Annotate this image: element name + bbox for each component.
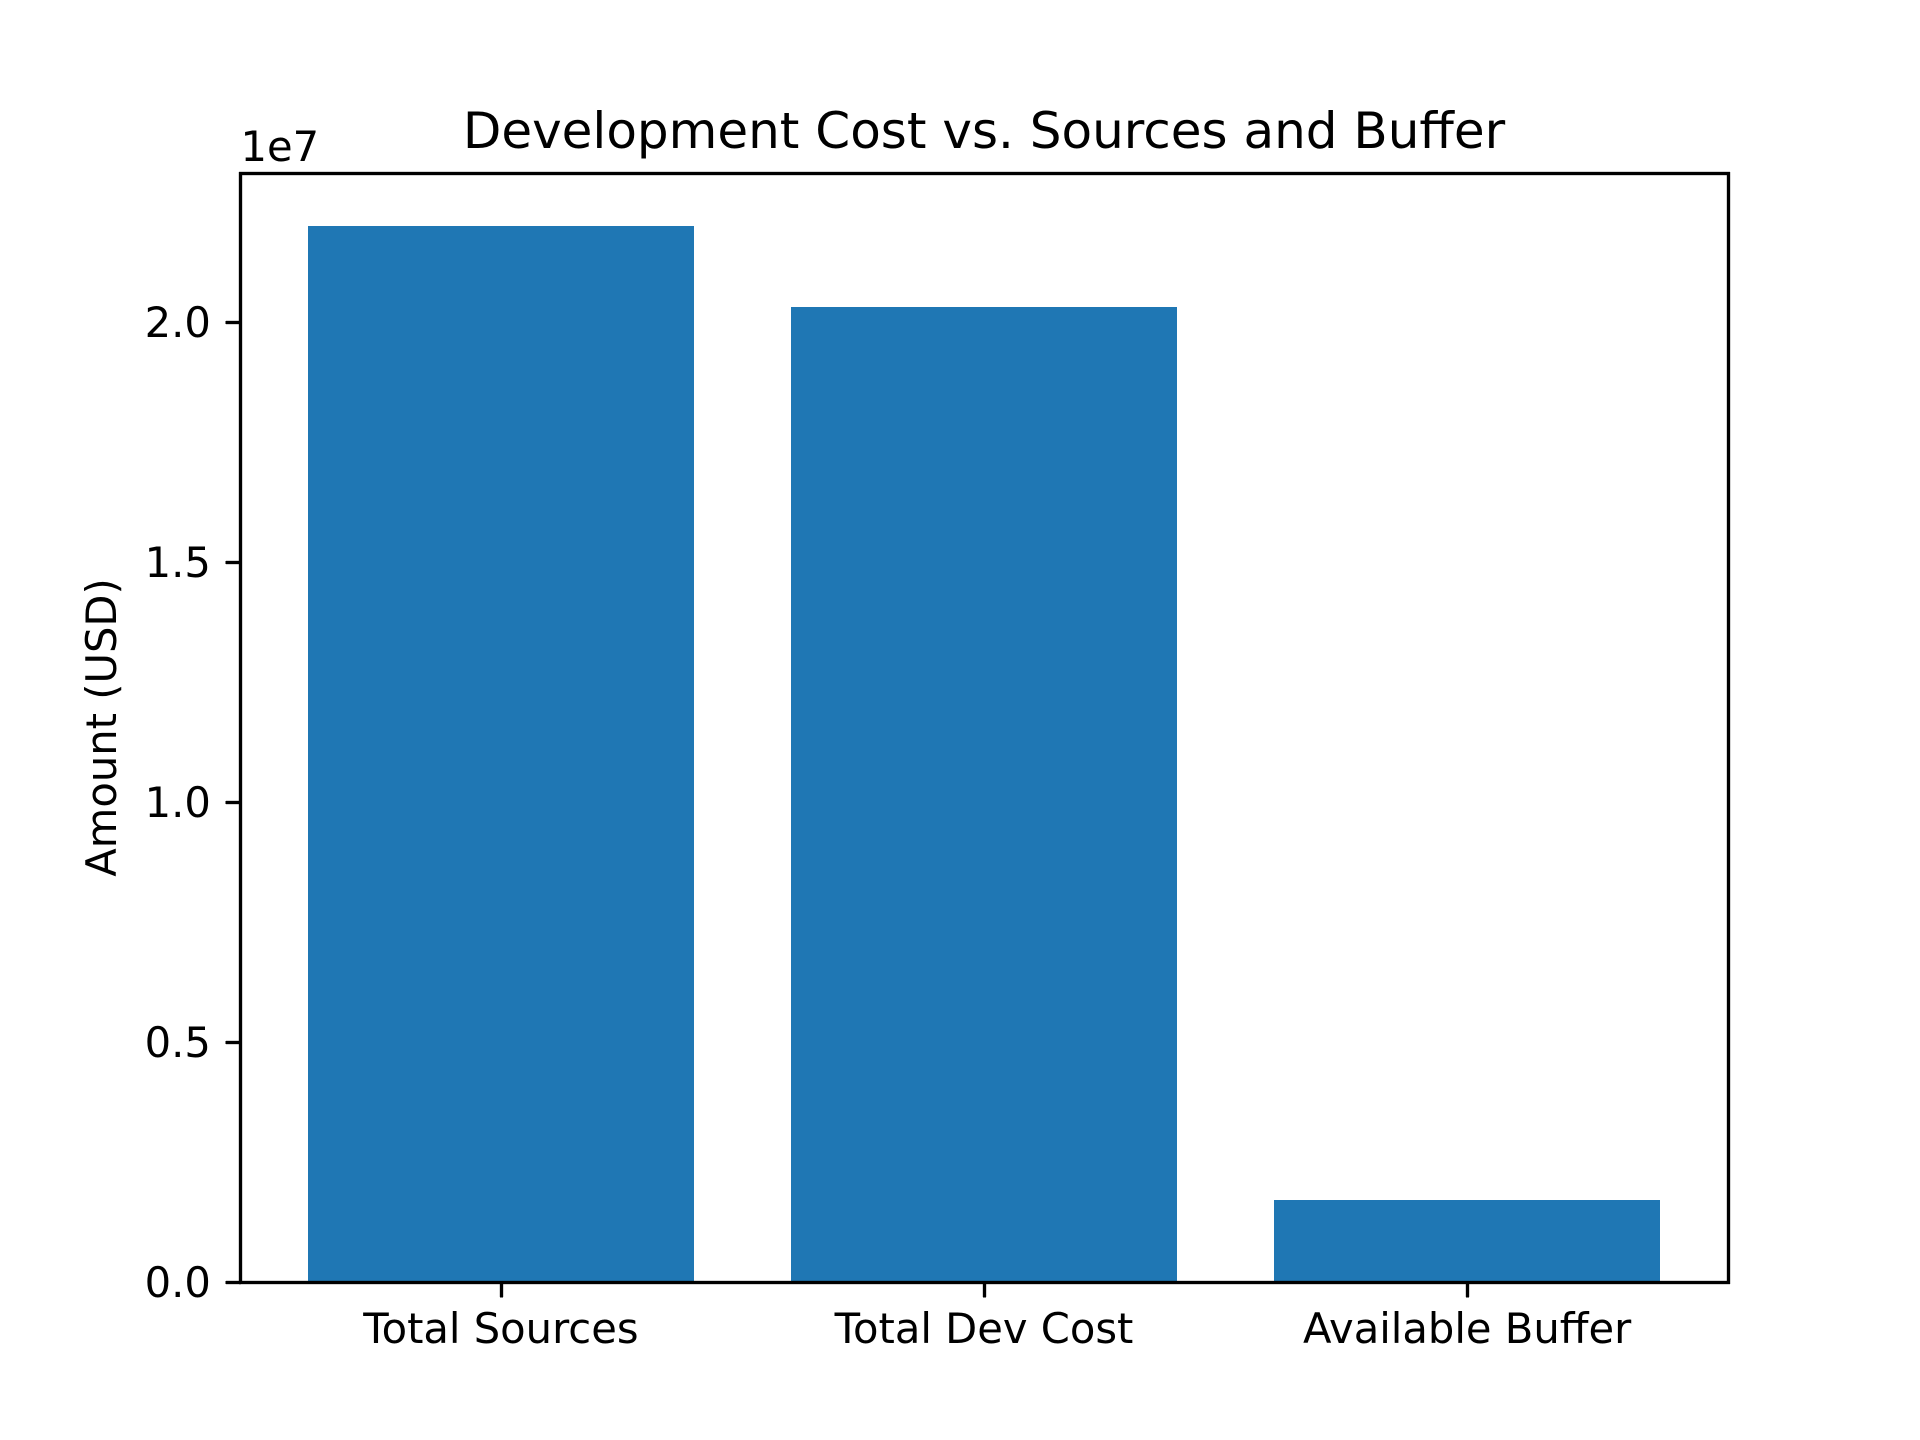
x-tick-label: Total Dev Cost [834,1303,1134,1353]
x-tick-mark [986,1283,987,1297]
spine-left [242,172,243,1284]
spine-left [238,172,239,1284]
spine-right [1727,172,1730,1284]
x-tick-mark [1469,1283,1470,1297]
y-tick-mark [226,1284,241,1285]
bar-total-dev-cost [791,307,1177,1282]
y-tick-mark [225,321,226,324]
x-tick-mark [500,1283,503,1297]
y-tick-label: 2.0 [144,298,211,348]
y-tick-label: 1.5 [144,538,211,588]
y-tick-mark [226,1040,241,1041]
y-tick-mark [226,1280,241,1281]
y-tick-mark [226,804,241,805]
spine-right [1726,172,1727,1284]
y-tick-mark [226,320,241,321]
x-tick-mark [983,1283,986,1297]
y-tick-label: 0.0 [144,1258,211,1308]
spine-bottom [239,1281,1730,1284]
chart-title: Development Cost vs. Sources and Buffer [462,101,1506,160]
x-tick-mark [1466,1297,1469,1298]
y-tick-mark [226,1044,241,1045]
spine-right [1730,172,1731,1284]
y-tick-mark [226,321,241,324]
y-tick-mark [226,324,241,325]
y-tick-mark [225,801,226,804]
bar-available-buffer [1274,1200,1660,1282]
y-tick-label: 1.0 [144,778,211,828]
x-tick-mark [503,1283,504,1297]
y-tick-mark [225,1041,226,1044]
spine-top [239,171,1730,172]
y-tick-label: 0.5 [144,1018,211,1068]
y-axis-label: Amount (USD) [77,577,127,877]
y-tick-mark [226,801,241,804]
y-tick-mark [226,1281,241,1284]
spine-bottom [239,1280,1730,1281]
x-tick-label: Available Buffer [1302,1303,1632,1353]
y-tick-mark [225,1281,226,1284]
spine-top [239,172,1730,175]
spine-left [239,172,242,1284]
y-tick-mark [226,561,241,564]
y-tick-mark [226,560,241,561]
x-tick-mark [499,1283,500,1297]
x-tick-label: Total Sources [363,1303,639,1353]
x-tick-mark [1465,1283,1466,1297]
y-tick-mark [226,564,241,565]
bar-total-sources [308,226,694,1282]
x-tick-mark [983,1297,986,1298]
y-tick-mark [226,1041,241,1044]
x-tick-mark [982,1283,983,1297]
spine-top [239,175,1730,176]
y-axis-offset-label: 1e7 [240,121,320,171]
x-tick-mark [1466,1283,1469,1297]
x-tick-mark [500,1297,503,1298]
y-tick-mark [225,561,226,564]
y-tick-mark [226,800,241,801]
